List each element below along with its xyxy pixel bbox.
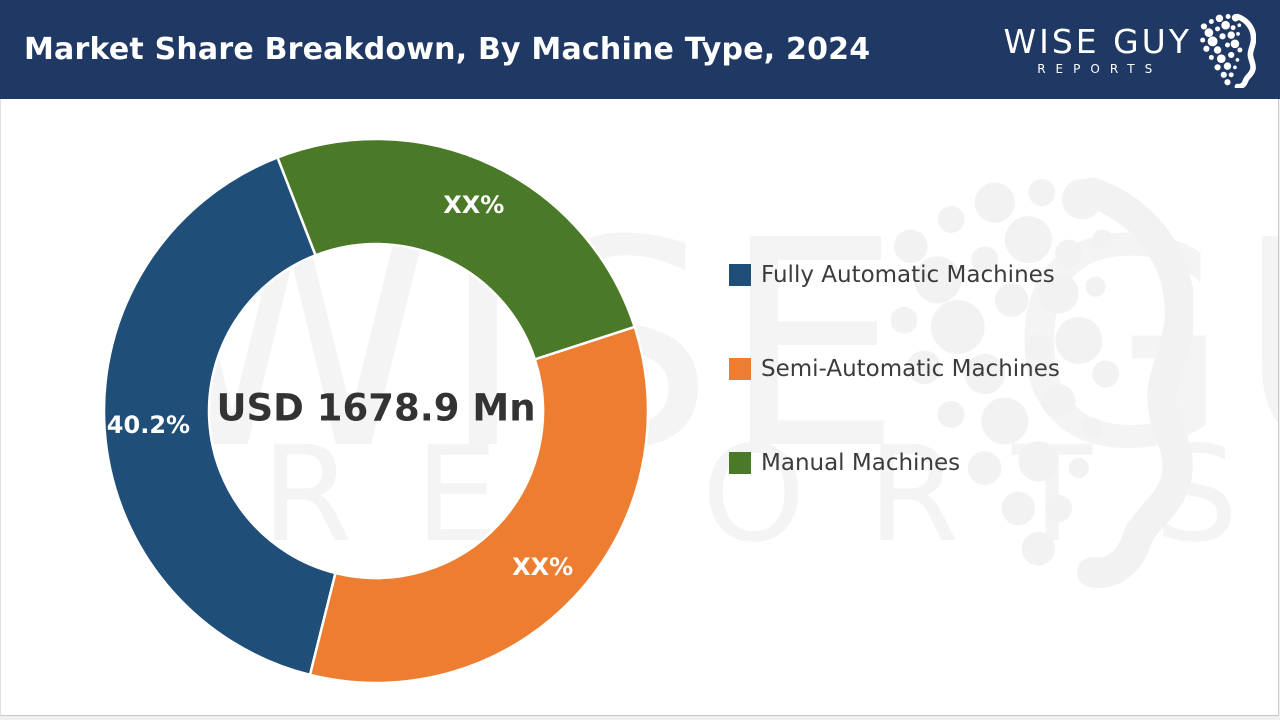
chart-card: WISE GUY REPORTS USD 1678.9 Mn Fully Aut… — [0, 99, 1279, 716]
legend-label: Semi-Automatic Machines — [761, 356, 1060, 382]
donut-chart — [102, 137, 650, 685]
logo-subtitle: REPORTS — [1037, 61, 1163, 76]
donut-segment-manual-machines — [276, 137, 636, 361]
legend-label: Manual Machines — [761, 450, 961, 476]
header-bar: Market Share Breakdown, By Machine Type,… — [0, 0, 1280, 99]
segment-pct-label: 40.2% — [106, 411, 191, 440]
legend-item-manual: Manual Machines — [729, 450, 1060, 476]
legend-swatch-green — [729, 452, 751, 474]
legend-item-fully-automatic: Fully Automatic Machines — [729, 262, 1060, 288]
page-title: Market Share Breakdown, By Machine Type,… — [24, 32, 871, 67]
legend-swatch-orange — [729, 358, 751, 380]
wiseguy-face-icon — [1194, 12, 1256, 88]
chart-legend: Fully Automatic Machines Semi-Automatic … — [729, 262, 1060, 476]
legend-item-semi-automatic: Semi-Automatic Machines — [729, 356, 1060, 382]
legend-label: Fully Automatic Machines — [761, 262, 1055, 288]
segment-pct-label: XX% — [512, 552, 574, 581]
wiseguy-logo: WISE GUY REPORTS — [1003, 12, 1256, 88]
logo-text: WISE GUY REPORTS — [1003, 25, 1192, 75]
legend-swatch-blue — [729, 264, 751, 286]
donut-segment-semi-automatic-machines — [308, 325, 650, 685]
donut-segment-fully-automatic-machines — [102, 156, 337, 677]
donut-center-value: USD 1678.9 Mn — [216, 386, 536, 430]
logo-wordmark: WISE GUY — [1003, 21, 1192, 61]
segment-pct-label: XX% — [443, 191, 505, 219]
